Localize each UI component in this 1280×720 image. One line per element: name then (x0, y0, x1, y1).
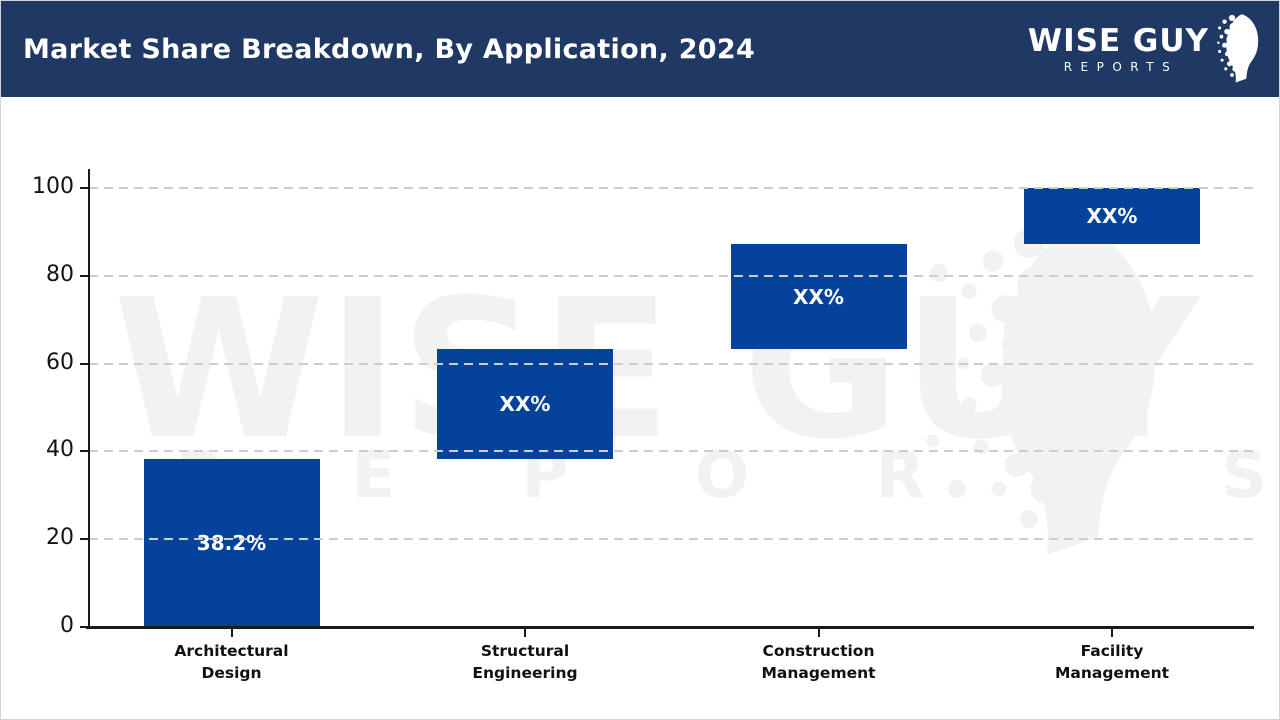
bar-segment: XX% (730, 244, 907, 350)
brand-logo-text: WISE GUY REPORTS (1027, 22, 1209, 74)
gridline (89, 187, 1254, 189)
y-tick-mark (80, 626, 89, 628)
y-tick-label: 100 (32, 174, 74, 199)
gridline (89, 538, 1254, 541)
x-tick-mark (230, 629, 233, 637)
x-category-line1: Structural (480, 642, 570, 660)
y-tick-label: 40 (46, 437, 74, 463)
x-axis-line (86, 626, 1254, 629)
brand-logo: WISE GUY REPORTS (1028, 10, 1263, 88)
x-category-line2: Management (761, 663, 876, 682)
bar-segment: 38.2% (143, 459, 320, 627)
x-category-line2: Design (201, 663, 262, 682)
page-title: Market Share Breakdown, By Application, … (23, 33, 756, 65)
gridline (89, 450, 1254, 453)
gridline (89, 274, 1254, 277)
x-category-line2: Engineering (472, 663, 578, 682)
x-tick-mark (1111, 629, 1113, 637)
x-category-label: Structural Engineering (395, 641, 655, 684)
x-category-label: Facility Management (982, 641, 1242, 684)
x-category-line1: Facility (1080, 642, 1144, 660)
x-tick-mark (817, 629, 820, 637)
gridline (89, 362, 1254, 365)
brand-subtitle: REPORTS (1063, 59, 1179, 74)
x-tick-mark (524, 629, 526, 637)
dotted-head-icon (1217, 14, 1259, 83)
y-axis-line (88, 169, 90, 628)
bar-segment: XX% (1024, 188, 1200, 245)
bar-value-label: XX% (499, 392, 551, 417)
y-tick-mark (80, 187, 89, 189)
y-tick-label: 60 (46, 349, 74, 375)
y-tick-mark (80, 538, 89, 541)
y-tick-mark (80, 450, 89, 453)
y-tick-label: 20 (46, 525, 74, 551)
brand-name: WISE GUY (1027, 22, 1209, 59)
bar-value-label: XX% (1086, 204, 1138, 229)
y-tick-label: 80 (46, 261, 74, 287)
x-category-line1: Construction (762, 642, 875, 660)
x-category-line2: Management (1054, 663, 1170, 682)
y-tick-mark (80, 362, 89, 365)
x-category-line1: Architectural (174, 642, 289, 660)
bar-value-label: XX% (793, 284, 844, 309)
bar-segment: XX% (437, 349, 613, 460)
x-category-label: Architectural Design (102, 641, 362, 684)
y-tick-label: 0 (60, 613, 74, 638)
y-tick-mark (80, 274, 89, 277)
header-bar: Market Share Breakdown, By Application, … (1, 1, 1279, 97)
watermark-dotted-head (920, 225, 1156, 555)
bar-value-label: 38.2% (196, 531, 267, 556)
x-category-label: Construction Management (689, 641, 949, 684)
